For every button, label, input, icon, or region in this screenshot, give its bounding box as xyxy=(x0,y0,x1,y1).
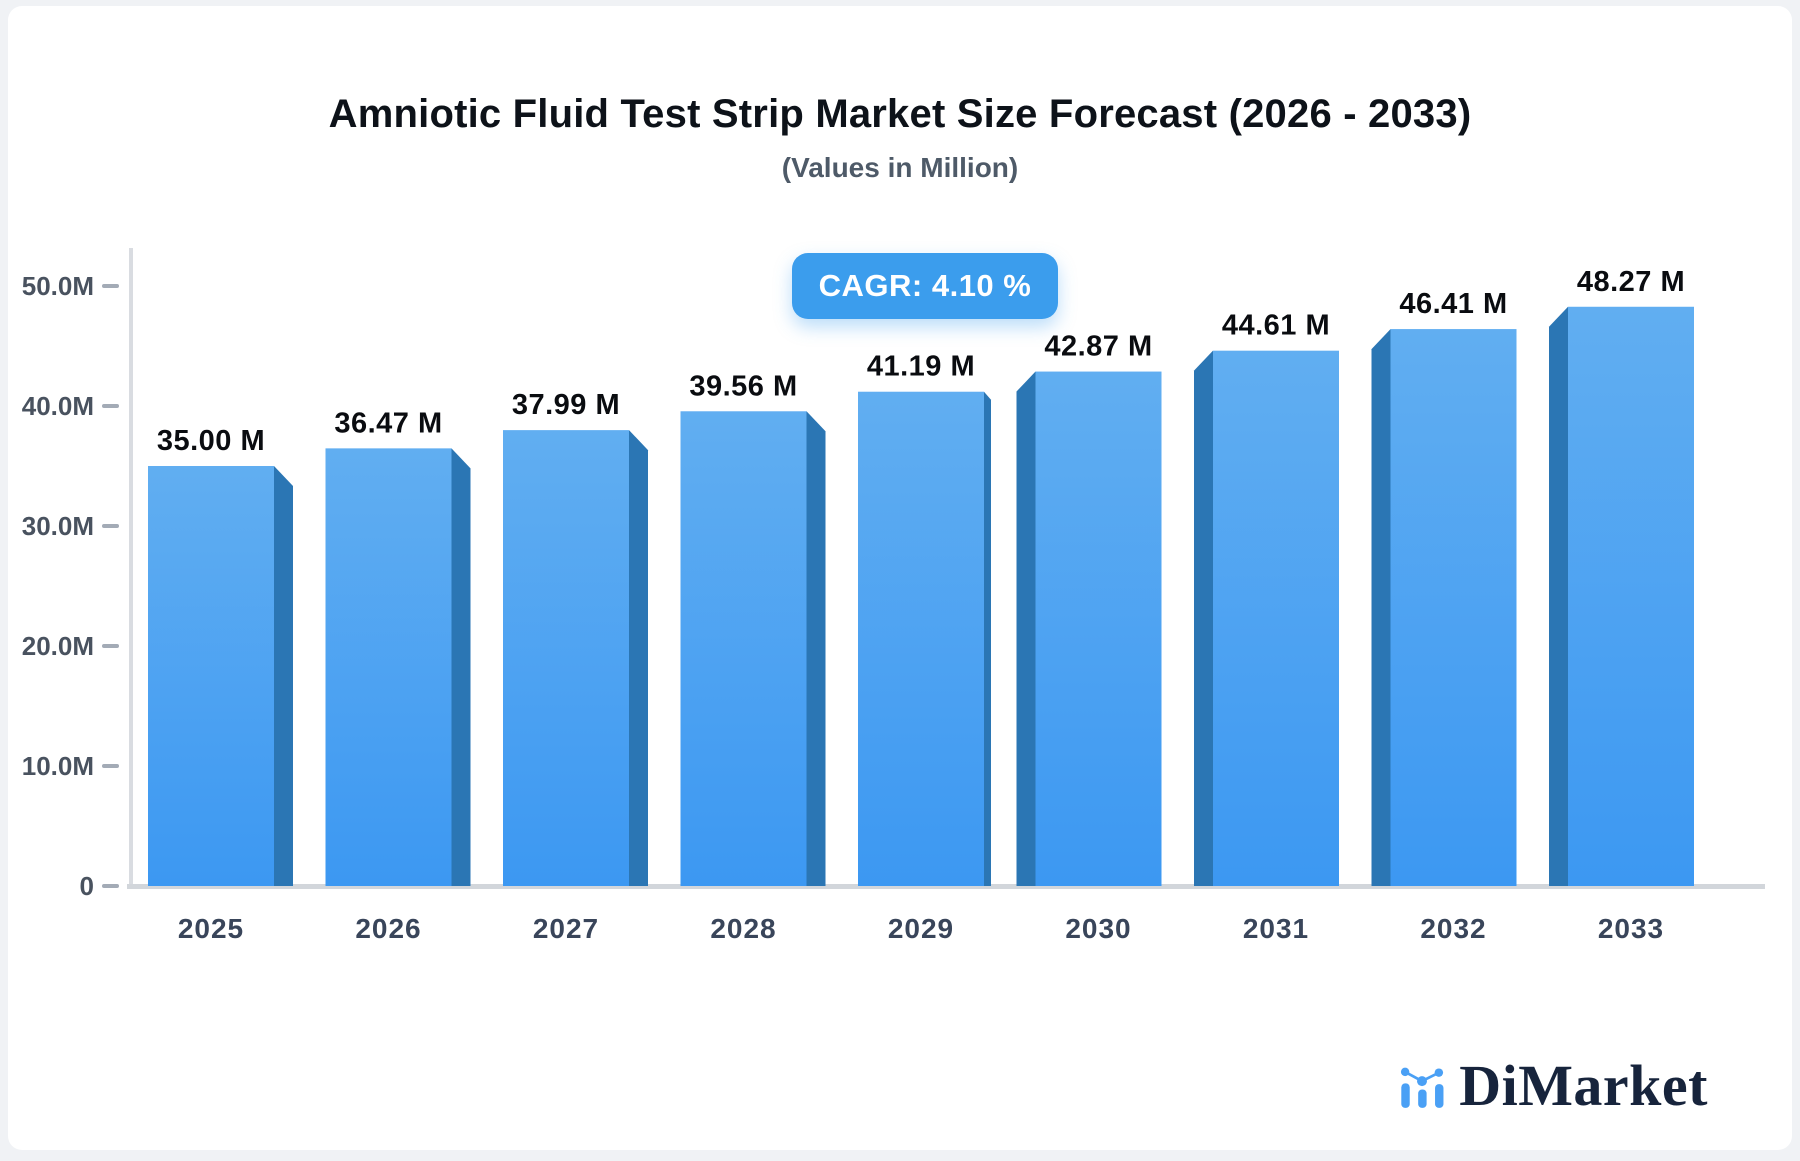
bar-2030 xyxy=(1035,371,1162,886)
value-label-2029: 41.19 M xyxy=(867,351,975,383)
bar-side-2027 xyxy=(629,430,648,886)
x-label-2030: 2030 xyxy=(1065,913,1131,944)
x-label-2027: 2027 xyxy=(533,913,599,944)
bar-line-chart-icon xyxy=(1401,1067,1444,1108)
value-label-2030: 42.87 M xyxy=(1044,331,1152,363)
y-tick-label-20.0M: 20.0M xyxy=(22,631,94,661)
axis-layer: 0 10.0M 20.0M 30.0M 40.0M 50.0M xyxy=(22,248,1765,901)
bar-2033 xyxy=(1568,306,1694,886)
x-axis-line xyxy=(127,884,1765,889)
x-label-2028: 2028 xyxy=(710,913,776,944)
bar-side-2032 xyxy=(1371,329,1391,887)
value-label-2028: 39.56 M xyxy=(689,370,797,402)
value-label-2027: 37.99 M xyxy=(512,389,620,421)
bar-side-2025 xyxy=(274,466,293,886)
y-tick-50.0M xyxy=(102,284,119,288)
x-label-2033: 2033 xyxy=(1598,913,1664,944)
brand-logo: DiMarket xyxy=(1399,1053,1708,1119)
x-label-2026: 2026 xyxy=(355,913,421,944)
bar-side-2030 xyxy=(1016,371,1036,886)
bar-side-2029 xyxy=(984,391,991,886)
bar-side-2033 xyxy=(1549,306,1568,886)
bar-side-2026 xyxy=(451,448,471,886)
y-tick-label-0: 0 xyxy=(80,871,94,901)
bars-layer xyxy=(148,306,1694,887)
x-label-2025: 2025 xyxy=(178,913,244,944)
y-tick-label-50.0M: 50.0M xyxy=(22,271,94,301)
bar-side-2031 xyxy=(1194,350,1213,886)
chart-subtitle: (Values in Million) xyxy=(781,152,1019,183)
y-tick-label-10.0M: 10.0M xyxy=(22,751,94,781)
value-label-2025: 35.00 M xyxy=(157,425,265,457)
value-label-2026: 36.47 M xyxy=(334,407,442,439)
y-tick-10.0M xyxy=(102,764,119,768)
y-tick-20.0M xyxy=(102,644,119,648)
brand-name: DiMarket xyxy=(1459,1053,1708,1119)
x-label-2031: 2031 xyxy=(1243,913,1309,944)
x-label-2029: 2029 xyxy=(888,913,954,944)
value-label-2033: 48.27 M xyxy=(1577,266,1685,298)
y-tick-40.0M xyxy=(102,404,119,408)
bar-2026 xyxy=(325,448,452,886)
bar-2032 xyxy=(1390,329,1517,887)
bar-2027 xyxy=(503,430,629,886)
labels-layer: 35.00 M 2025 36.47 M 2026 37.99 M 2027 39.56 M… xyxy=(157,266,1685,944)
y-tick-0 xyxy=(102,884,119,888)
cagr-badge-label: CAGR: 4.10 % xyxy=(818,268,1032,303)
bar-2028 xyxy=(680,411,807,886)
value-label-2032: 46.41 M xyxy=(1399,288,1507,320)
value-label-2031: 44.61 M xyxy=(1222,310,1330,342)
bar-2029 xyxy=(858,391,984,886)
chart-title: Amniotic Fluid Test Strip Market Size Fo… xyxy=(328,92,1472,136)
y-axis-line xyxy=(129,248,133,886)
bar-2031 xyxy=(1213,350,1339,886)
x-label-2032: 2032 xyxy=(1420,913,1486,944)
bar-2025 xyxy=(148,466,274,886)
y-tick-label-30.0M: 30.0M xyxy=(22,511,94,541)
y-tick-30.0M xyxy=(102,524,119,528)
y-tick-label-40.0M: 40.0M xyxy=(22,391,94,421)
cagr-badge: CAGR: 4.10 % xyxy=(792,253,1058,319)
bar-side-2028 xyxy=(806,411,826,886)
